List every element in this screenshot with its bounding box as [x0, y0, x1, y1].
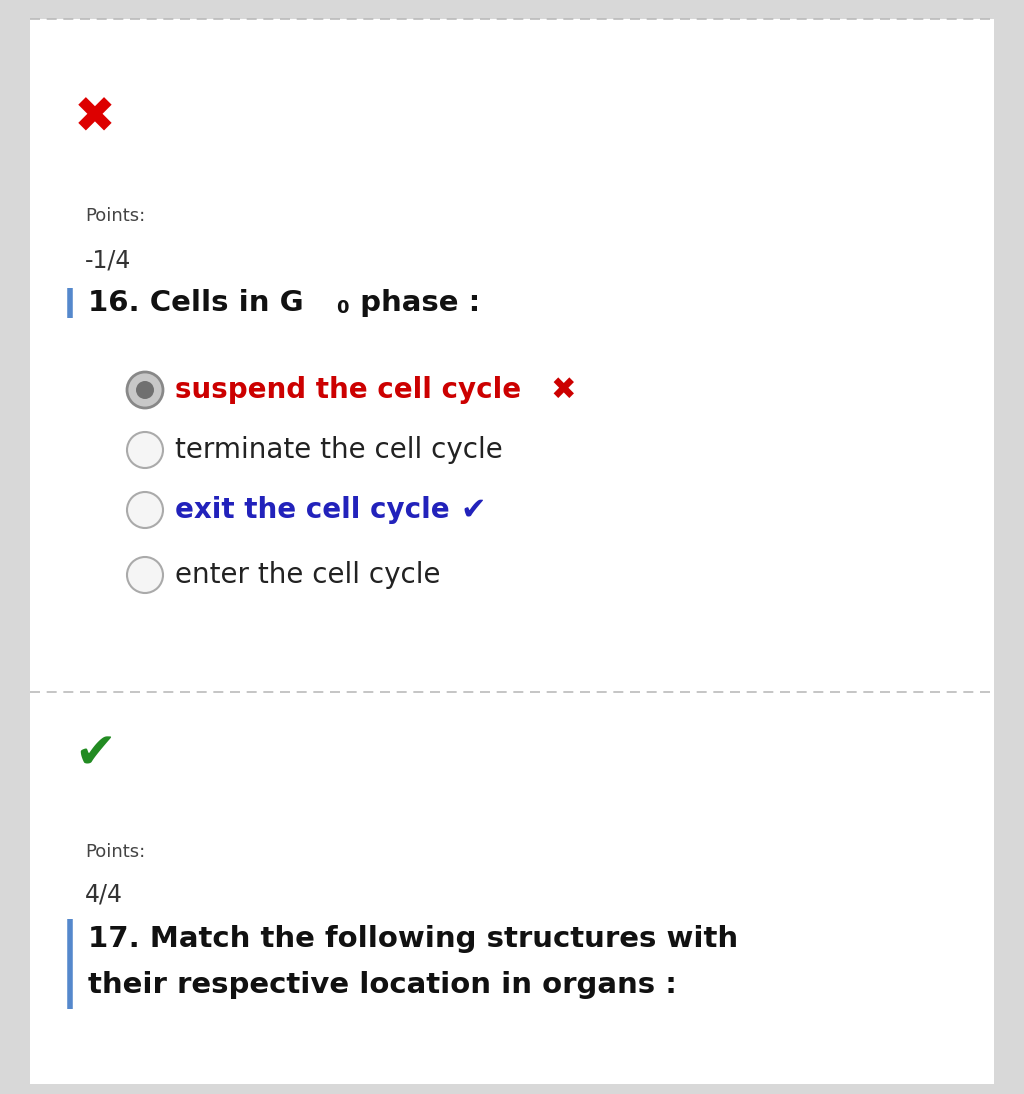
Text: -1/4: -1/4 — [85, 248, 131, 272]
Text: ✔: ✔ — [460, 496, 485, 524]
Text: their respective location in organs :: their respective location in organs : — [88, 971, 677, 999]
Text: phase :: phase : — [350, 289, 480, 317]
Circle shape — [127, 557, 163, 593]
Text: suspend the cell cycle: suspend the cell cycle — [175, 376, 521, 404]
Text: 4/4: 4/4 — [85, 883, 123, 907]
Text: exit the cell cycle: exit the cell cycle — [175, 496, 450, 524]
Circle shape — [127, 492, 163, 528]
Text: enter the cell cycle: enter the cell cycle — [175, 561, 440, 589]
Text: ✖: ✖ — [550, 375, 575, 405]
Text: 16. Cells in G: 16. Cells in G — [88, 289, 304, 317]
Text: ✔: ✔ — [74, 730, 116, 778]
Text: terminate the cell cycle: terminate the cell cycle — [175, 437, 503, 464]
Text: Points:: Points: — [85, 207, 145, 225]
Circle shape — [136, 381, 154, 399]
Text: 17. Match the following structures with: 17. Match the following structures with — [88, 926, 738, 953]
Text: Points:: Points: — [85, 843, 145, 861]
Circle shape — [127, 372, 163, 408]
Circle shape — [127, 432, 163, 468]
Text: 0: 0 — [336, 299, 348, 317]
Text: ✖: ✖ — [74, 95, 116, 143]
